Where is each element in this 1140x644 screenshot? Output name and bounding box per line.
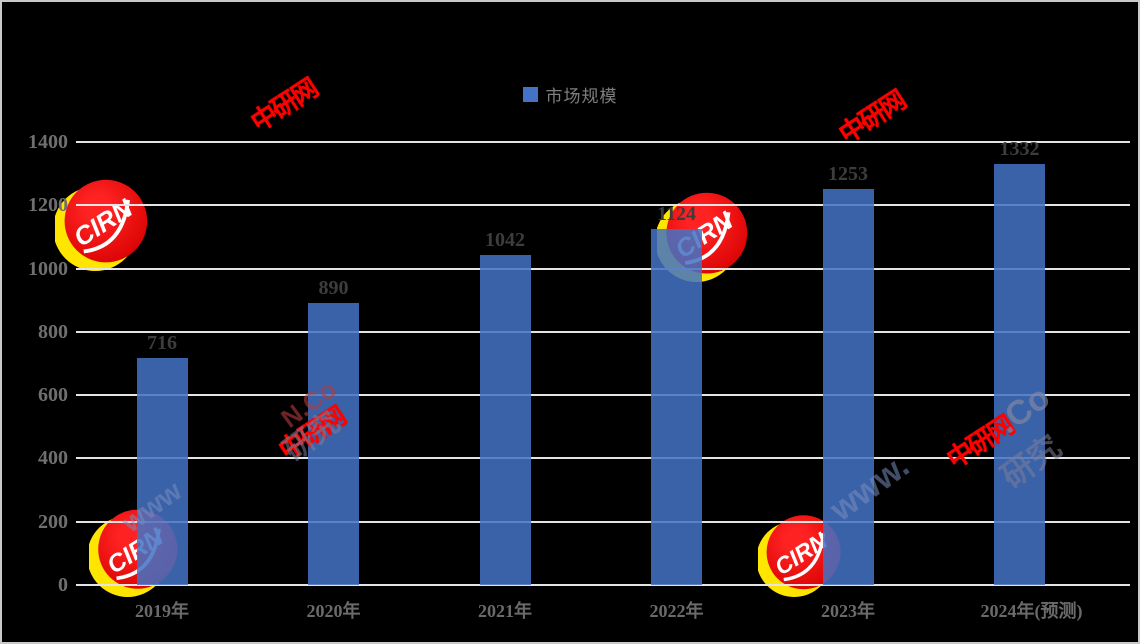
chart-bar (479, 255, 531, 585)
y-gridline (76, 267, 1130, 270)
chart-bar (651, 229, 702, 585)
chart-legend: 市场规模 (2, 82, 1138, 107)
x-axis-tick-label: 2019年 (135, 601, 189, 621)
y-axis-tick-label: 1200 (28, 194, 68, 217)
cirn-logo-icon: CIRN (756, 515, 841, 597)
y-axis-tick-label: 1400 (28, 131, 68, 153)
y-gridline (76, 204, 1130, 207)
cirn-logo-icon: CIRN (53, 179, 148, 271)
x-axis-tick-label: 2023年 (821, 601, 875, 621)
bar-value-label: 1332 (999, 137, 1040, 160)
x-axis-tick-label: 2022年 (649, 601, 704, 621)
y-axis-tick-label: 400 (38, 447, 68, 470)
y-gridline (76, 141, 1130, 143)
chart-bar (994, 163, 1045, 585)
x-axis-tick-label: 2021年 (478, 601, 532, 621)
chart-bar (822, 188, 874, 585)
bar-value-label: 716 (147, 332, 177, 355)
y-gridline (76, 520, 1130, 523)
y-gridline (76, 330, 1130, 333)
chart-bar (136, 358, 188, 585)
cirn-logo-watermark: CIRN (53, 175, 151, 276)
y-axis-tick-label: 1000 (28, 257, 68, 280)
y-axis-tick-label: 800 (38, 320, 68, 343)
legend-label: 市场规模 (545, 87, 618, 106)
y-gridline (76, 457, 1130, 460)
y-axis-tick-label: 200 (38, 510, 68, 533)
bar-value-label: 1042 (485, 229, 525, 252)
y-gridline (76, 394, 1130, 397)
chart-bar (308, 303, 359, 585)
bar-value-label: 1253 (828, 162, 868, 185)
bar-value-label: 890 (318, 277, 349, 300)
y-axis-tick-label: 600 (38, 384, 68, 407)
x-axis-tick-label: 2024年(预测) (980, 601, 1083, 621)
y-axis-tick-label: 0 (58, 574, 68, 596)
cirn-logo-watermark: CIRN (756, 511, 844, 602)
x-axis-tick-label: 2020年 (306, 601, 361, 621)
y-gridline (76, 584, 1130, 586)
bar-value-label: 1124 (657, 203, 696, 226)
legend-swatch (522, 87, 538, 102)
